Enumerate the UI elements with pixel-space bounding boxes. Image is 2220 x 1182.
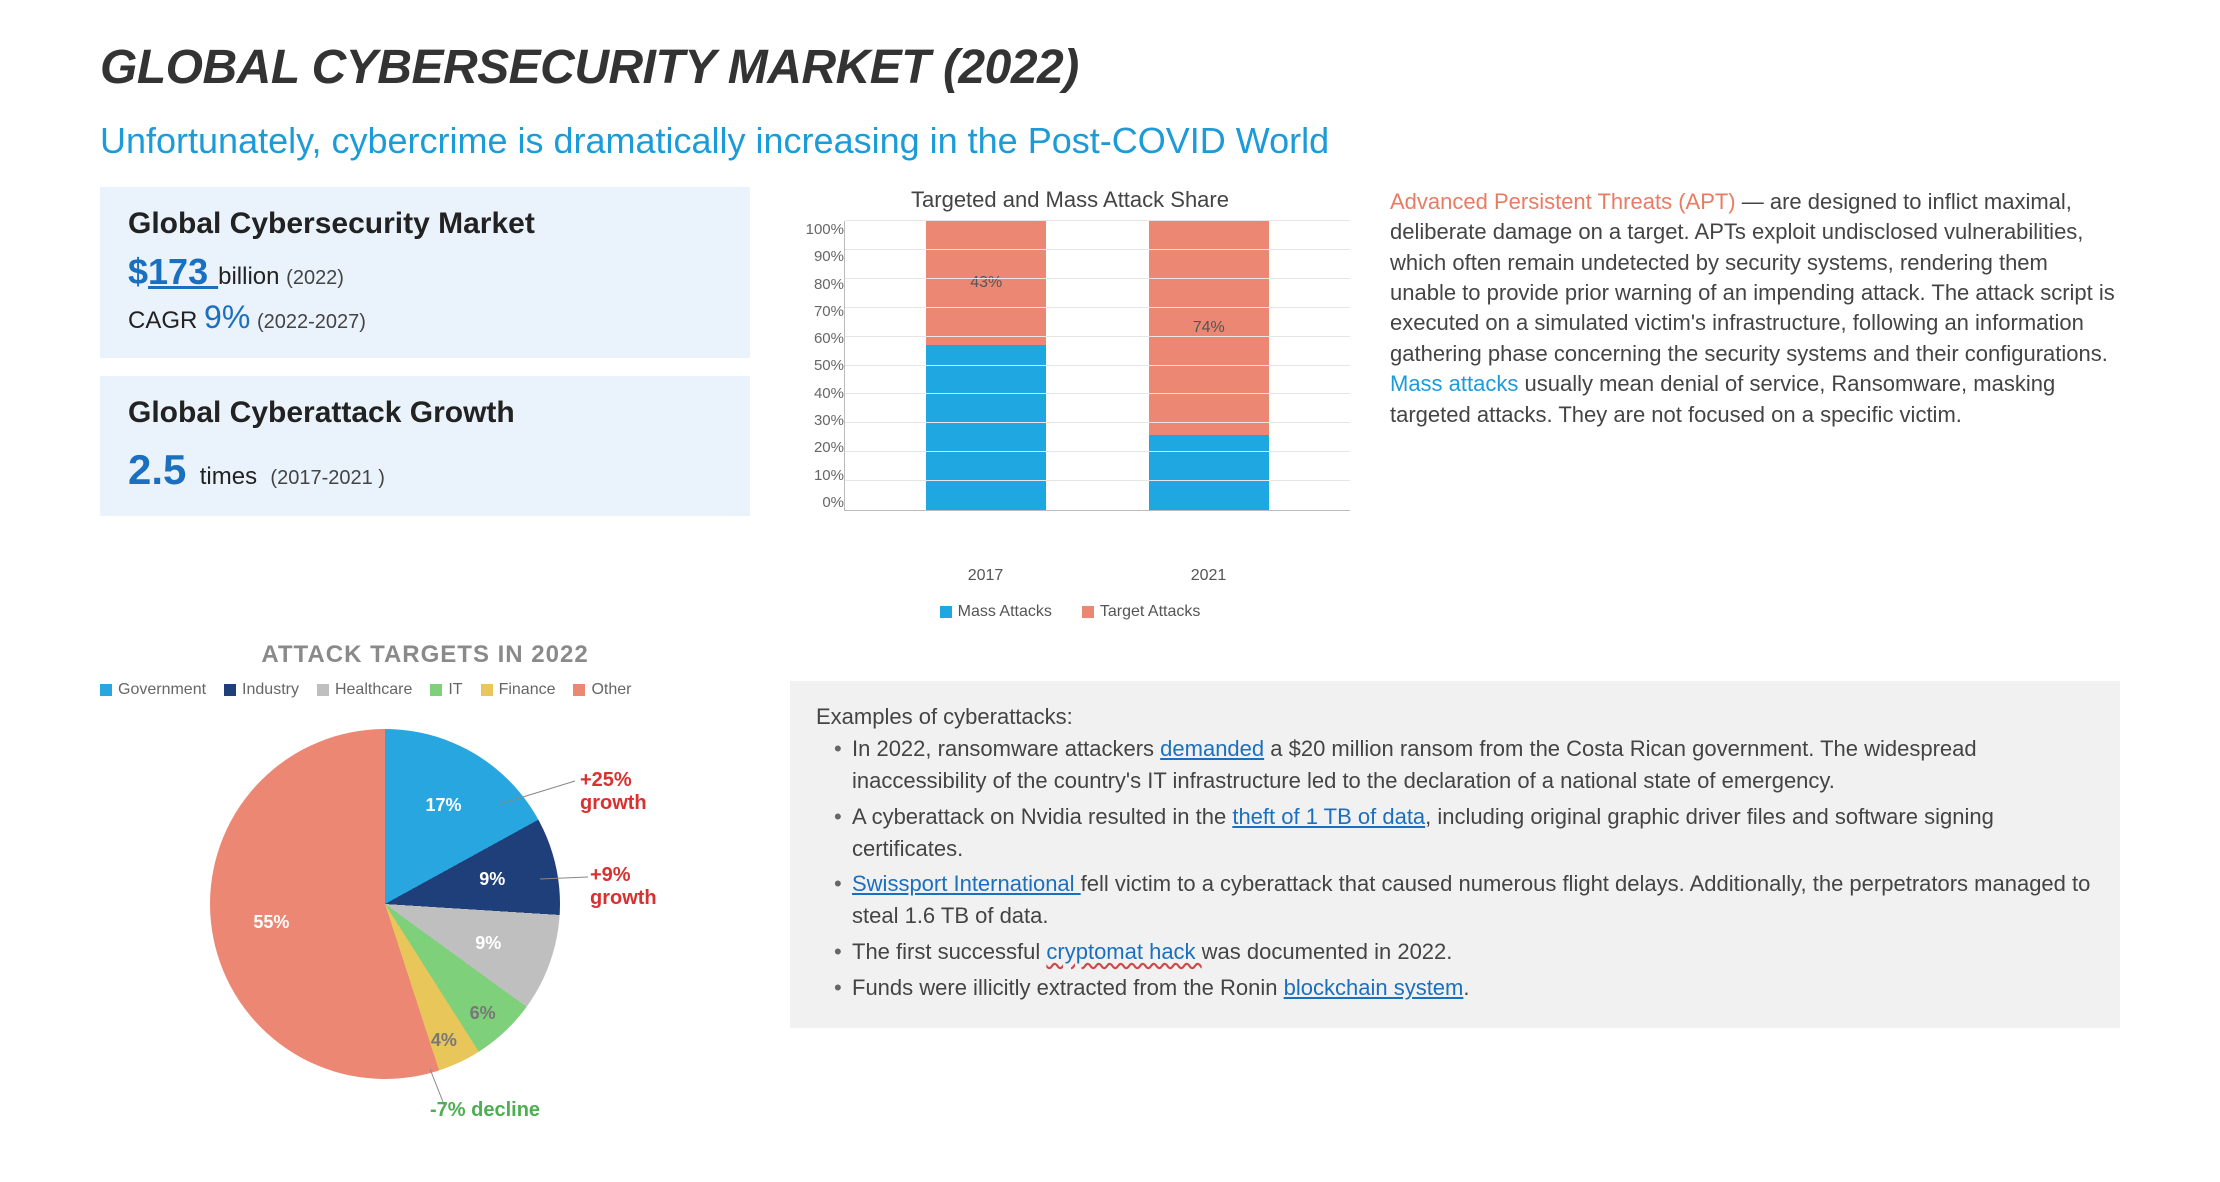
cagr-period: (2022-2027) (257, 311, 366, 333)
example-item: Funds were illicitly extracted from the … (834, 972, 2094, 1004)
y-tick: 60% (790, 330, 844, 347)
market-size-card: Global Cybersecurity Market $173 billion… (100, 187, 750, 358)
apt-body: — are designed to inflict maximal, delib… (1390, 189, 2115, 366)
market-value-link[interactable]: 173 (148, 251, 218, 292)
page-title: GLOBAL CYBERSECURITY MARKET (2022) (100, 40, 2120, 95)
growth-unit: times (200, 463, 257, 490)
y-tick: 70% (790, 303, 844, 320)
growth-period: (2017-2021 ) (270, 467, 385, 489)
example-item: The first successful cryptomat hack was … (834, 936, 2094, 968)
y-tick: 0% (790, 494, 844, 511)
y-tick: 50% (790, 357, 844, 374)
y-tick: 20% (790, 439, 844, 456)
pie-slice-label: 55% (253, 912, 289, 933)
market-value: $173 (128, 251, 218, 292)
bar-y-axis: 100% 90% 80% 70% 60% 50% 40% 30% 20% 10% 0% (790, 221, 844, 511)
attack-growth-card: Global Cyberattack Growth 2.5 times (201… (100, 376, 750, 516)
pie-legend-item: Other (573, 681, 631, 699)
pie-slice-label: 6% (470, 1003, 496, 1024)
pie-slice-label: 17% (426, 795, 462, 816)
growth-card-title: Global Cyberattack Growth (128, 396, 722, 430)
example-link[interactable]: theft of 1 TB of data (1232, 804, 1425, 829)
attack-targets-section: ATTACK TARGETS IN 2022 Government Industr… (100, 641, 750, 1129)
mass-attacks-label: Mass attacks (1390, 371, 1518, 396)
y-tick: 40% (790, 385, 844, 402)
bar-segment: 43% (926, 221, 1046, 345)
example-item: In 2022, ransomware attackers demanded a… (834, 733, 2094, 797)
pie-legend-item: Industry (224, 681, 299, 699)
y-tick: 10% (790, 467, 844, 484)
pie-slice-label: 4% (431, 1030, 457, 1051)
cagr-value: 9% (204, 299, 250, 335)
bar-plot: 43% 74% (844, 221, 1350, 511)
pie-slice-label: 9% (475, 933, 501, 954)
pie-slice-label: 9% (479, 869, 505, 890)
bar-chart: Targeted and Mass Attack Share 100% 90% 80… (790, 187, 1350, 621)
pie-legend: Government Industry Healthcare IT Finance Oth… (100, 681, 750, 699)
cagr-label: CAGR (128, 307, 197, 334)
pie-chart: 17% 9% 9% 6% 4% 55% +25% growth +9% grow… (100, 709, 700, 1129)
market-value-unit: billion (218, 263, 279, 290)
attack-targets-title: ATTACK TARGETS IN 2022 (100, 641, 750, 669)
legend-item: Mass Attacks (940, 603, 1052, 621)
subtitle: Unfortunately, cybercrime is dramaticall… (100, 120, 2120, 162)
example-link[interactable]: cryptomat hack (1046, 939, 1201, 964)
bar-stack: 74% (1149, 221, 1269, 510)
market-value-year: (2022) (286, 267, 344, 289)
example-item: Swissport International fell victim to a… (834, 868, 2094, 932)
bar-chart-title: Targeted and Mass Attack Share (790, 187, 1350, 213)
example-link[interactable]: blockchain system (1284, 975, 1464, 1000)
examples-heading: Examples of cyberattacks: (816, 701, 2094, 733)
market-card-title: Global Cybersecurity Market (128, 207, 722, 241)
bar-segment: 74% (1149, 221, 1269, 435)
y-tick: 80% (790, 276, 844, 293)
example-link[interactable]: demanded (1160, 736, 1264, 761)
x-label: 2017 (926, 567, 1046, 585)
bar-segment (926, 345, 1046, 510)
pie-legend-item: Finance (481, 681, 556, 699)
y-tick: 90% (790, 248, 844, 265)
growth-value: 2.5 (128, 446, 186, 493)
y-tick: 100% (790, 221, 844, 238)
pie-callout: +25% growth (580, 769, 700, 815)
legend-item: Target Attacks (1082, 603, 1201, 621)
threat-description: Advanced Persistent Threats (APT) — are … (1390, 187, 2120, 621)
example-item: A cyberattack on Nvidia resulted in the … (834, 801, 2094, 865)
pie-callout: +9% growth (590, 864, 700, 910)
bar-segment (1149, 435, 1269, 510)
pie-legend-item: Government (100, 681, 206, 699)
apt-label: Advanced Persistent Threats (APT) (1390, 189, 1736, 214)
y-tick: 30% (790, 412, 844, 429)
pie-callout: -7% decline (430, 1099, 540, 1122)
bar-stack: 43% (926, 221, 1046, 510)
examples-box: Examples of cyberattacks: In 2022, ranso… (790, 681, 2120, 1028)
example-link[interactable]: Swissport International (852, 871, 1081, 896)
pie-legend-item: IT (430, 681, 462, 699)
x-label: 2021 (1149, 567, 1269, 585)
pie-legend-item: Healthcare (317, 681, 412, 699)
bar-legend: Mass Attacks Target Attacks (790, 603, 1350, 621)
bar-x-labels: 2017 2021 (844, 567, 1350, 585)
